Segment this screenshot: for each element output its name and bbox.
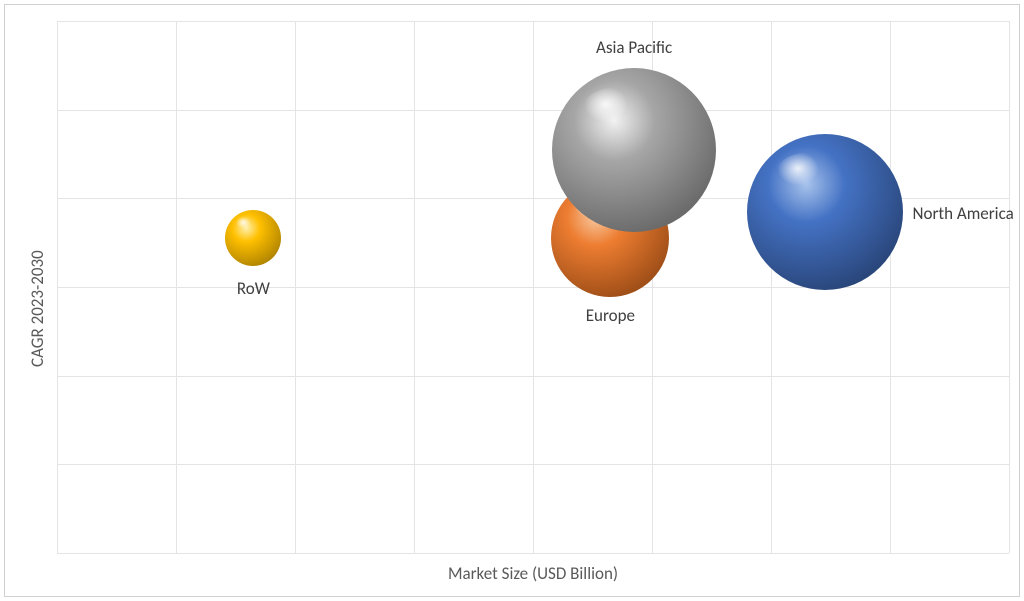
chart-frame: Asia Pacific North America Europe RoW Marke…	[4, 4, 1020, 597]
grid-line-horizontal	[57, 110, 1009, 111]
bubble-asia-pacific	[552, 68, 716, 232]
bubble-label: Europe	[586, 305, 635, 326]
bubble-row	[225, 210, 281, 266]
bubble-label: Asia Pacific	[596, 37, 672, 58]
plot-area: Asia PacificNorth AmericaEuropeRoW	[57, 21, 1009, 553]
x-axis-title: Market Size (USD Billion)	[57, 563, 1009, 584]
y-axis-title: CAGR 2023-2030	[27, 250, 48, 367]
grid-line-horizontal	[57, 464, 1009, 465]
bubble-label: North America	[913, 203, 1014, 224]
bubble-north-america	[747, 134, 903, 290]
grid-line-vertical	[1009, 21, 1010, 553]
grid-line-horizontal	[57, 21, 1009, 22]
bubble-label: RoW	[237, 278, 270, 299]
grid-line-horizontal	[57, 376, 1009, 377]
grid-line-horizontal	[57, 553, 1009, 554]
